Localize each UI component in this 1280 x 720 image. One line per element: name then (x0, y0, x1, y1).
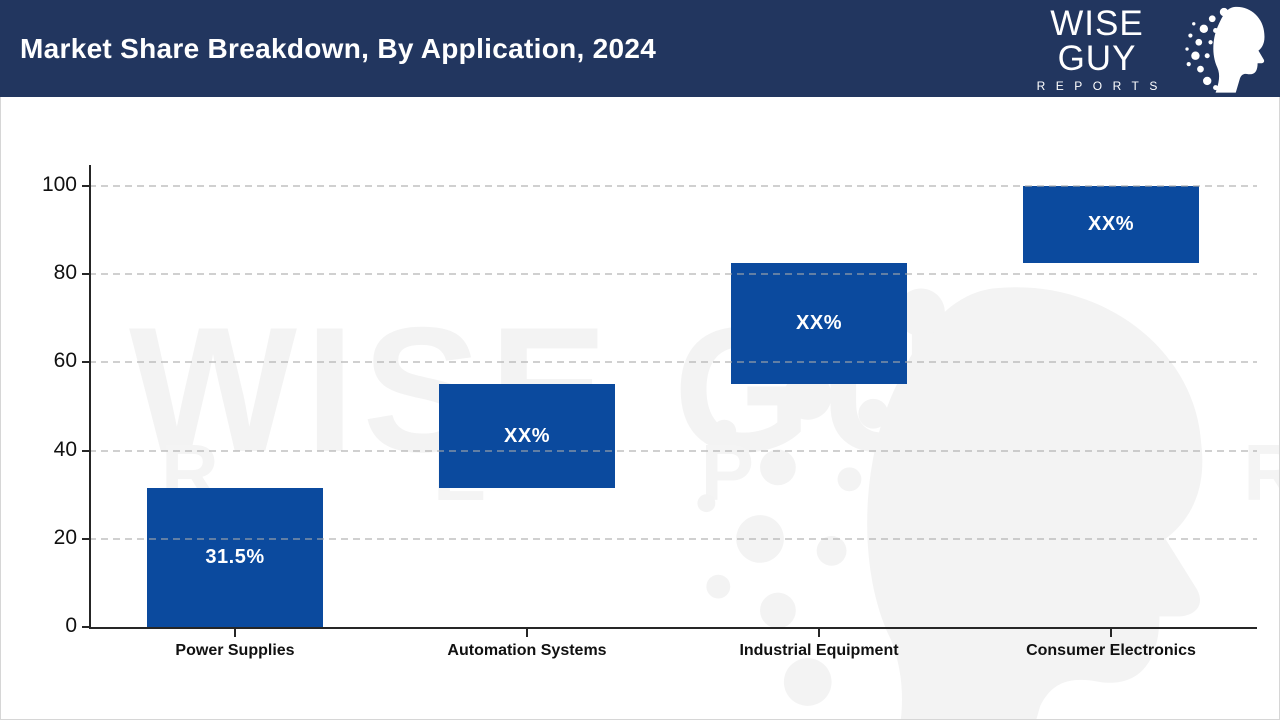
x-tick-1 (234, 629, 236, 637)
brand-logo-text: WISE GUY REPORTS (1006, 6, 1188, 93)
header-bar: Market Share Breakdown, By Application, … (0, 0, 1280, 97)
y-tick-label-20: 20 (53, 525, 77, 549)
y-tick-0 (82, 626, 89, 628)
category-label-3: Industrial Equipment (739, 642, 899, 659)
bar-value-label: XX% (1088, 213, 1134, 236)
x-tick-3 (818, 629, 820, 637)
brand-name: WISE GUY (1050, 3, 1144, 78)
category-label-1: Power Supplies (175, 642, 295, 659)
x-tick-4 (1110, 629, 1112, 637)
y-tick-label-0: 0 (65, 614, 77, 637)
gridline-20 (89, 537, 1257, 540)
y-tick-label-60: 60 (53, 349, 77, 373)
bar-1: 31.5% (147, 488, 323, 627)
bar-3: XX% (731, 263, 907, 385)
page-title: Market Share Breakdown, By Application, … (20, 32, 657, 64)
chart-area: WISE GUY R E P O R T S 02040608010031.5%… (1, 97, 1279, 719)
y-tick-label-100: 100 (41, 173, 77, 196)
y-tick-label-80: 80 (53, 261, 77, 285)
bar-value-label: XX% (504, 424, 550, 447)
brand-subtitle: REPORTS (1036, 78, 1168, 93)
x-axis-line (89, 627, 1257, 629)
y-tick-60 (82, 361, 89, 364)
gridline-40 (89, 449, 1257, 452)
y-axis-line (89, 165, 91, 629)
y-tick-label-40: 40 (53, 437, 77, 461)
gridline-60 (89, 361, 1257, 364)
category-label-2: Automation Systems (447, 642, 607, 659)
y-tick-100 (82, 185, 89, 187)
x-tick-2 (526, 629, 528, 637)
bar-2: XX% (439, 384, 615, 489)
brand-logo: WISE GUY REPORTS (1006, 4, 1266, 94)
bar-value-label: XX% (796, 312, 842, 335)
brand-head-icon (1185, 6, 1265, 93)
gridline-80 (89, 273, 1257, 276)
y-tick-80 (82, 273, 89, 276)
y-tick-20 (82, 537, 89, 540)
gridline-100 (89, 185, 1257, 187)
watermark-head-icon (697, 287, 1203, 719)
category-label-4: Consumer Electronics (1026, 642, 1196, 659)
bar-value-label: 31.5% (205, 546, 265, 569)
y-tick-40 (82, 449, 89, 452)
bar-4: XX% (1023, 186, 1199, 264)
